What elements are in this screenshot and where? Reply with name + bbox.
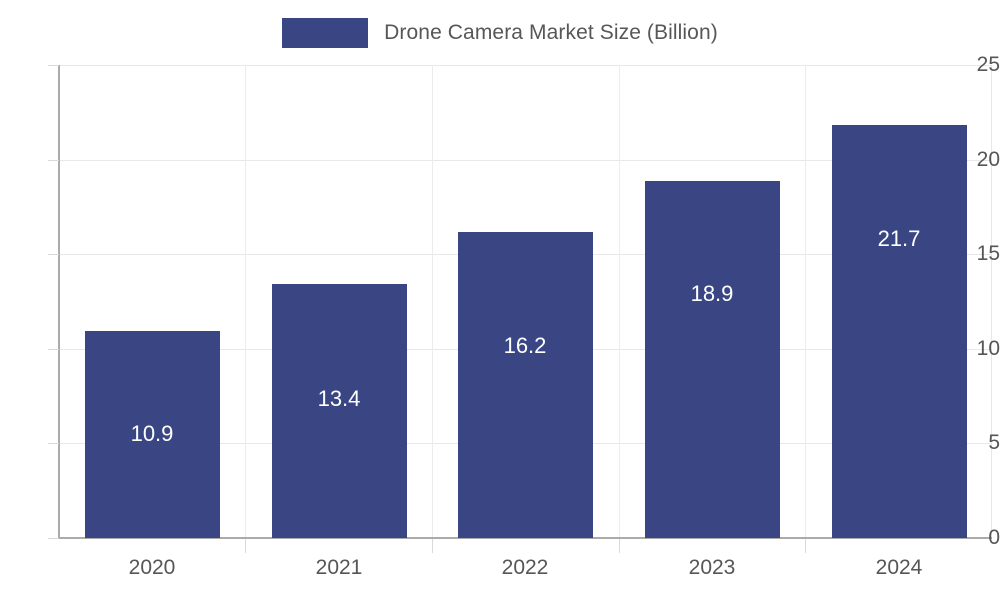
- bar-value-label-2022: 16.2: [503, 333, 547, 358]
- gridline-20: [59, 160, 992, 161]
- x-tick-label-2022: 2022: [501, 556, 549, 579]
- y-tick-label-15: 15: [976, 242, 1000, 265]
- x-tick-label-2020: 2020: [128, 556, 176, 579]
- y-axis-line: [58, 65, 60, 539]
- y-tick-label-10: 10: [976, 337, 1000, 360]
- legend-item-drone-camera-market-size[interactable]: Drone Camera Market Size (Billion): [282, 18, 718, 48]
- x-tick-label-2024: 2024: [875, 556, 923, 579]
- category-divider-3: [619, 65, 620, 538]
- bar-2020[interactable]: [85, 331, 220, 538]
- gridline-25: [59, 65, 992, 66]
- y-tick-mark-15: [48, 254, 59, 255]
- y-tick-mark-25: [48, 65, 59, 66]
- y-tick-mark-20: [48, 160, 59, 161]
- x-tick-mark-1: [245, 539, 246, 553]
- y-tick-label-5: 5: [988, 431, 1000, 454]
- y-tick-mark-10: [48, 349, 59, 350]
- y-tick-label-20: 20: [976, 148, 1000, 171]
- x-tick-mark-2: [432, 539, 433, 553]
- bar-value-label-2024: 21.7: [877, 226, 921, 251]
- bar-2024[interactable]: [832, 125, 967, 538]
- legend-label: Drone Camera Market Size (Billion): [384, 21, 718, 44]
- legend-color-swatch-icon: [282, 18, 369, 48]
- x-tick-label-2023: 2023: [688, 556, 736, 579]
- y-tick-label-25: 25: [976, 53, 1000, 76]
- x-tick-mark-3: [619, 539, 620, 553]
- bar-2022[interactable]: [458, 232, 593, 538]
- y-tick-label-0: 0: [988, 526, 1000, 549]
- bar-value-label-2020: 10.9: [130, 421, 174, 446]
- bar-2023[interactable]: [645, 181, 780, 538]
- y-tick-mark-5: [48, 443, 59, 444]
- chart-legend: Drone Camera Market Size (Billion): [0, 14, 1000, 52]
- x-axis-line: [59, 537, 992, 539]
- category-divider-2: [432, 65, 433, 538]
- bar-value-label-2021: 13.4: [317, 386, 361, 411]
- bar-value-label-2023: 18.9: [690, 281, 734, 306]
- category-divider-1: [245, 65, 246, 538]
- y-tick-mark-0: [48, 538, 59, 539]
- category-divider-4: [805, 65, 806, 538]
- bar-2021[interactable]: [272, 284, 407, 538]
- x-tick-label-2021: 2021: [315, 556, 363, 579]
- x-tick-mark-4: [805, 539, 806, 553]
